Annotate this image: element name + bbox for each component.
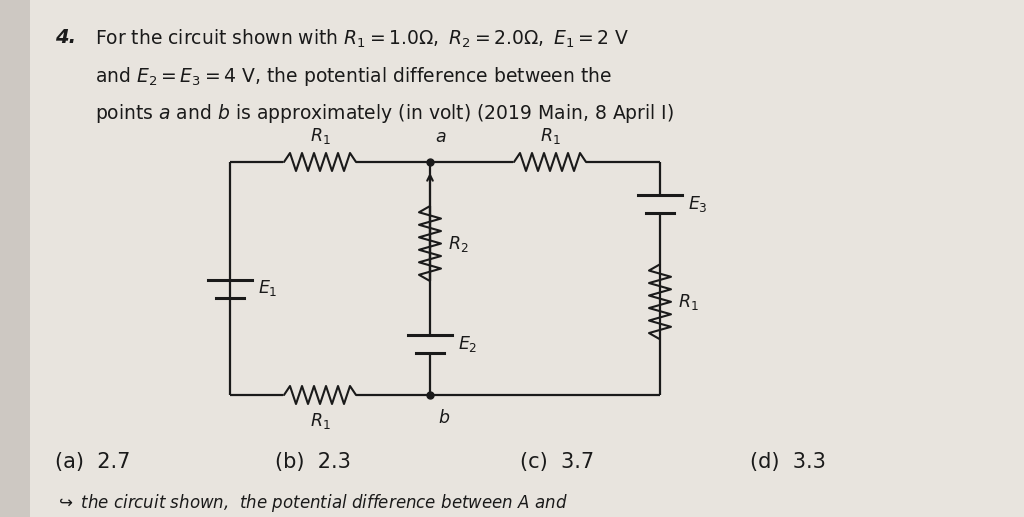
Text: points $a$ and $b$ is approximately (in volt) (2019 Main, 8 April I): points $a$ and $b$ is approximately (in … [95,102,674,125]
Text: $R_1$: $R_1$ [309,411,331,431]
Text: $E_2$: $E_2$ [458,334,477,354]
Text: $R_1$: $R_1$ [678,292,698,312]
Text: (a)  2.7: (a) 2.7 [55,452,130,472]
Text: $R_1$: $R_1$ [309,126,331,146]
Text: and $E_2 = E_3 = 4$ V, the potential difference between the: and $E_2 = E_3 = 4$ V, the potential dif… [95,65,612,88]
Text: $R_2$: $R_2$ [449,234,469,253]
Text: 4.: 4. [55,28,76,47]
Text: (b)  2.3: (b) 2.3 [275,452,351,472]
Text: $E_3$: $E_3$ [688,194,708,214]
Text: For the circuit shown with $R_1 = 1.0\Omega,\ R_2 = 2.0\Omega,\ E_1 = 2$ V: For the circuit shown with $R_1 = 1.0\Om… [95,28,630,50]
Text: $a$: $a$ [435,128,446,146]
Text: $b$: $b$ [438,409,451,427]
Text: $\hookrightarrow$ the circuit shown,  the potential difference between $A$ and: $\hookrightarrow$ the circuit shown, the… [55,492,567,514]
Text: $R_1$: $R_1$ [540,126,560,146]
Text: $E_1$: $E_1$ [258,279,278,298]
Text: (d)  3.3: (d) 3.3 [750,452,826,472]
Text: (c)  3.7: (c) 3.7 [520,452,594,472]
